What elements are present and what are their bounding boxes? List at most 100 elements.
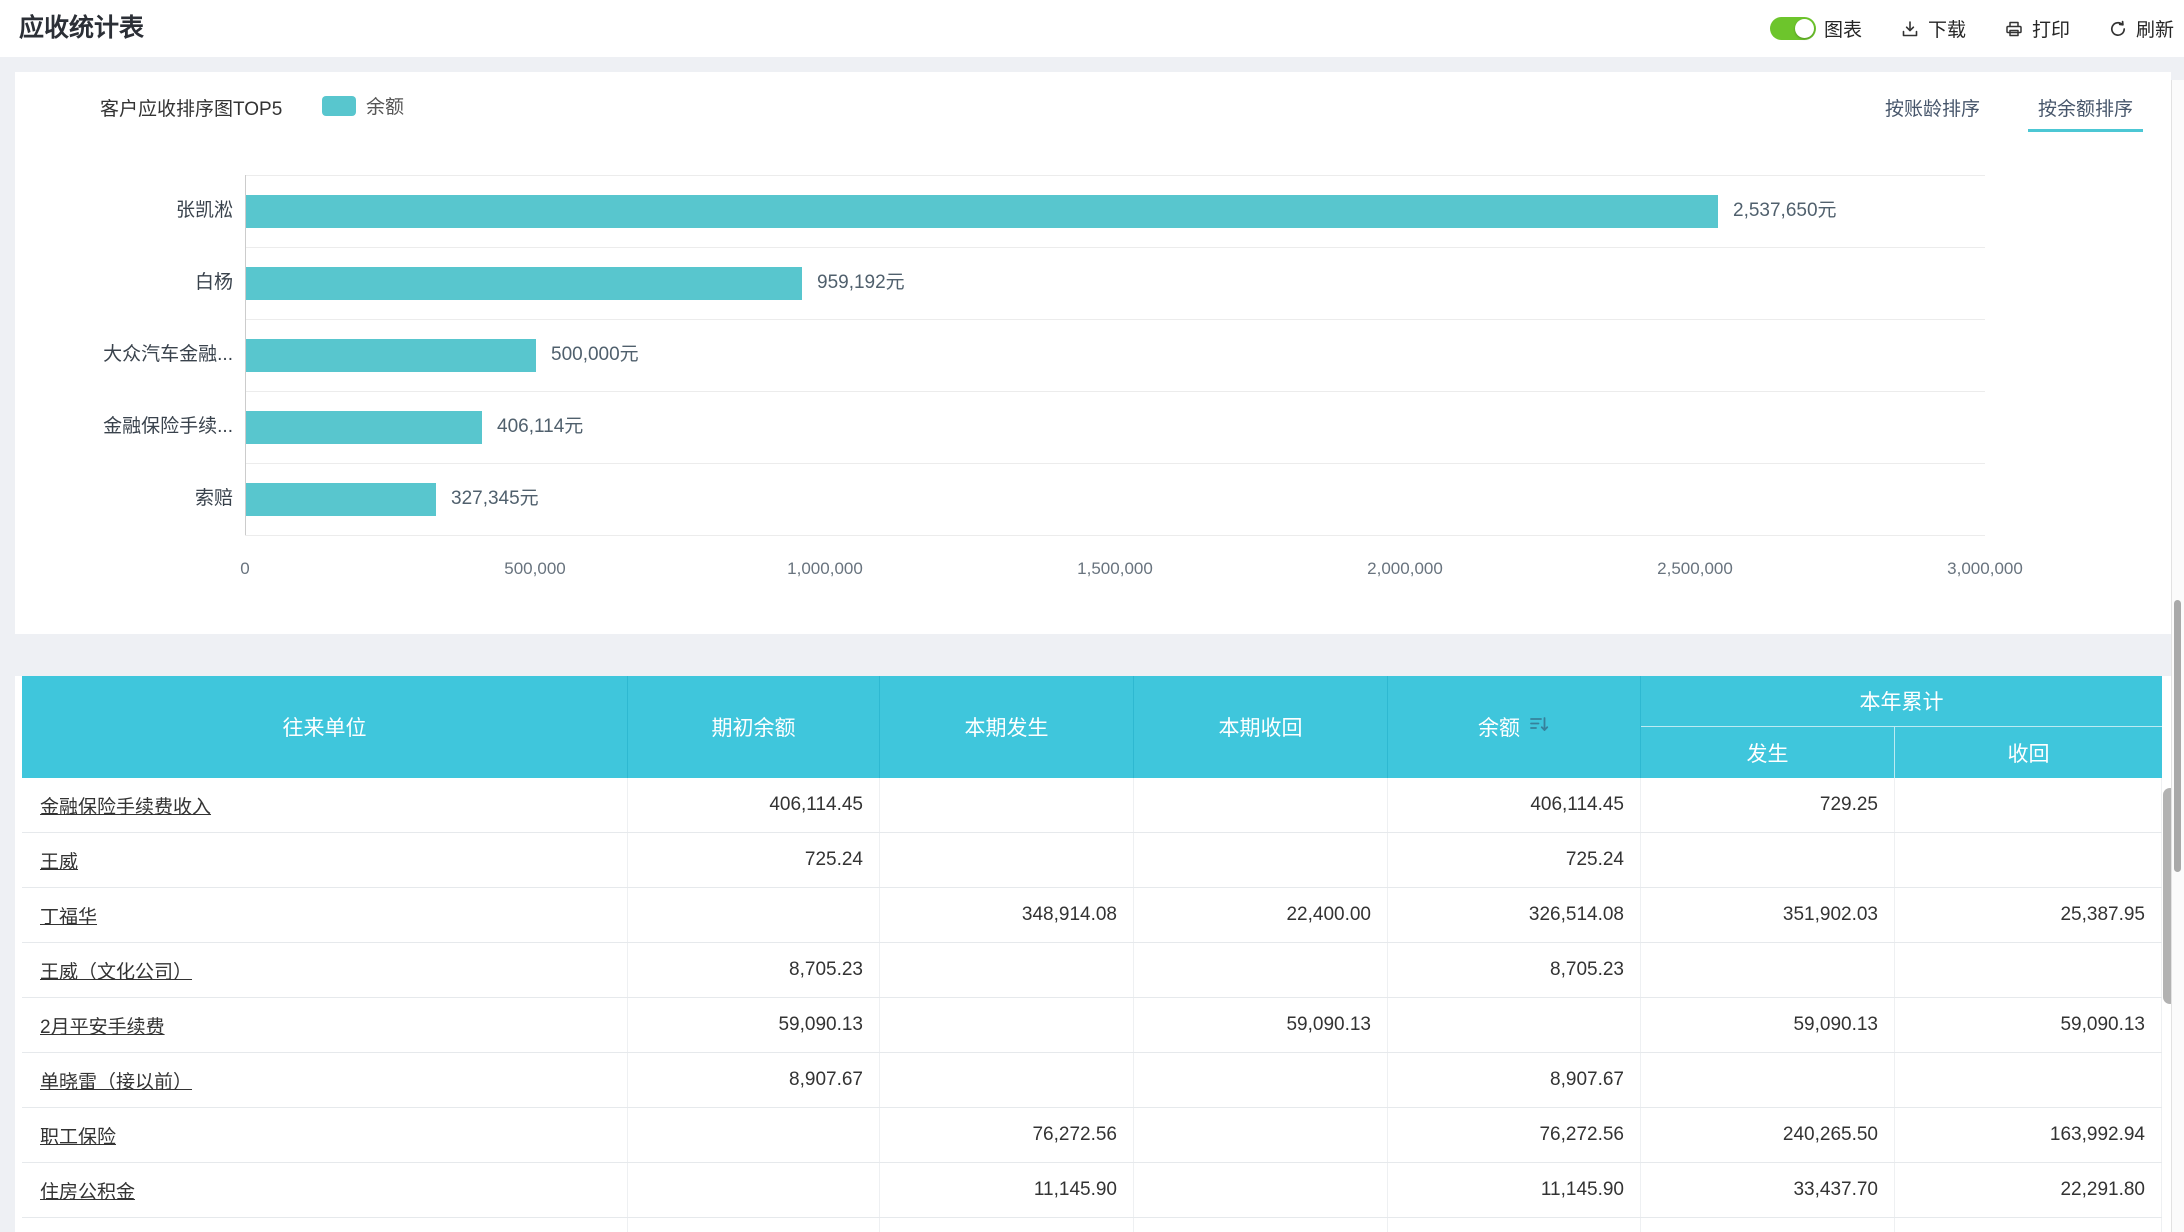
bar-chart-plot-area: 2,537,650元 959,192元 500,000元 406,114元 327,34… (245, 175, 1985, 536)
col-header-current-received: 本期收回 (1134, 676, 1388, 778)
company-link[interactable]: 住房公积金 (40, 1181, 136, 1203)
opening-cell: 8,705.23 (628, 943, 880, 997)
ytd_received-cell: 163,992.94 (1895, 1108, 2162, 1162)
grid-band-line (245, 535, 1985, 536)
received-cell (1134, 943, 1388, 997)
bar-3[interactable] (246, 338, 536, 372)
empty-cell (1134, 1218, 1388, 1232)
bar-chart-value-axis: 0 500,000 1,000,000 1,500,000 2,000,000 2,500… (240, 559, 2023, 583)
received-cell (1134, 1053, 1388, 1107)
x-axis-tick-label: 2,500,000 (1657, 559, 1733, 578)
balance-cell: 725.24 (1388, 833, 1641, 887)
received-cell (1134, 833, 1388, 887)
col-header-ytd-total: 本年累计 (1641, 676, 2162, 727)
chart-sort-tabs: 按账龄排序 按余额排序 (1875, 90, 2143, 132)
page-scrollbar-thumb[interactable] (2174, 600, 2181, 872)
download-label: 下载 (1927, 20, 1966, 41)
empty-cell (1388, 1218, 1641, 1232)
toolbar: 图表 下载 打印 刷新 (1769, 0, 2174, 57)
table-row-partial (22, 1218, 2162, 1232)
table-row: 王威（文化公司） 8,705.23 8,705.23 (22, 943, 2162, 998)
grid-band-line (245, 175, 1985, 176)
company-link[interactable]: 2月平安手续费 (40, 1016, 165, 1038)
col-header-opening-balance: 期初余额 (628, 676, 880, 778)
bar-2[interactable] (246, 266, 802, 300)
legend-swatch (322, 95, 356, 116)
balance-cell: 406,114.45 (1388, 778, 1641, 832)
incurred-cell (880, 1053, 1134, 1107)
x-axis-tick-label: 1,500,000 (1077, 559, 1153, 578)
opening-cell (628, 1108, 880, 1162)
incurred-cell (880, 998, 1134, 1052)
balance-cell: 8,907.67 (1388, 1053, 1641, 1107)
ytd_received-cell: 22,291.80 (1895, 1163, 2162, 1217)
received-cell: 59,090.13 (1134, 998, 1388, 1052)
company-name-cell: 丁福华 (22, 888, 628, 942)
chart-toggle[interactable]: 图表 (1769, 15, 1862, 42)
balance-cell: 326,514.08 (1388, 888, 1641, 942)
toggle-knob (1794, 19, 1814, 38)
ytd_incurred-cell: 240,265.50 (1641, 1108, 1895, 1162)
toggle-switch-on[interactable] (1769, 17, 1816, 40)
incurred-cell (880, 833, 1134, 887)
company-link[interactable]: 职工保险 (40, 1126, 117, 1148)
bar-4[interactable] (246, 410, 482, 444)
company-name-cell: 王威 (22, 833, 628, 887)
empty-cell (22, 1218, 628, 1232)
x-axis-tick-label: 1,000,000 (787, 559, 863, 578)
table-scrollbar-thumb[interactable] (2163, 788, 2171, 1004)
company-name-cell: 单晓雷（接以前） (22, 1053, 628, 1107)
sort-descending-icon[interactable] (1528, 713, 1550, 741)
empty-cell (880, 1218, 1134, 1232)
bar-value-label: 500,000元 (551, 344, 639, 365)
chart-legend[interactable]: 余额 (322, 92, 404, 119)
print-label: 打印 (2031, 20, 2070, 41)
grid-band-line (245, 391, 1985, 392)
company-name-cell: 职工保险 (22, 1108, 628, 1162)
receivables-chart-panel: 客户应收排序图TOP5 余额 按账龄排序 按余额排序 2,537,650元 959… (15, 72, 2171, 634)
company-link[interactable]: 王威（文化公司） (40, 961, 193, 983)
table-body: 金融保险手续费收入 406,114.45 406,114.45 729.25 王威 725… (22, 778, 2162, 1232)
ytd_incurred-cell (1641, 943, 1895, 997)
download-icon (1900, 19, 1920, 39)
print-button[interactable]: 打印 (2004, 15, 2070, 42)
company-link[interactable]: 丁福华 (40, 906, 98, 928)
bar-5[interactable] (246, 482, 436, 516)
opening-cell: 725.24 (628, 833, 880, 887)
company-link[interactable]: 王威 (40, 851, 79, 873)
grid-band-line (245, 319, 1985, 320)
tab-sort-by-balance[interactable]: 按余额排序 (2027, 90, 2143, 132)
company-link[interactable]: 金融保险手续费收入 (40, 796, 212, 818)
ytd_received-cell (1895, 833, 2162, 887)
opening-cell: 406,114.45 (628, 778, 880, 832)
ytd_incurred-cell (1641, 1053, 1895, 1107)
ytd_incurred-cell (1641, 833, 1895, 887)
category-label: 金融保险手续... (103, 416, 233, 437)
download-button[interactable]: 下载 (1900, 15, 1966, 42)
refresh-button[interactable]: 刷新 (2108, 15, 2174, 42)
company-name-cell: 金融保险手续费收入 (22, 778, 628, 832)
bar-1[interactable] (246, 194, 1718, 228)
col-header-ytd-received: 收回 (2007, 742, 2050, 766)
ytd_incurred-cell: 33,437.70 (1641, 1163, 1895, 1217)
bar-value-label: 327,345元 (451, 488, 539, 509)
table-row: 职工保险 76,272.56 76,272.56 240,265.50 163,992.… (22, 1108, 2162, 1163)
page-scrollbar[interactable] (2171, 80, 2184, 1232)
ytd_received-cell (1895, 943, 2162, 997)
ytd_received-cell (1895, 778, 2162, 832)
category-axis-line (245, 175, 246, 535)
empty-cell (1641, 1218, 1895, 1232)
balance-cell (1388, 998, 1641, 1052)
refresh-icon (2108, 19, 2128, 39)
col-group-ytd: 本年累计 发生 收回 (1641, 676, 2162, 778)
tab-sort-by-aging[interactable]: 按账龄排序 (1884, 99, 1980, 120)
incurred-cell (880, 943, 1134, 997)
refresh-label: 刷新 (2135, 20, 2174, 41)
col-header-balance-sortable[interactable]: 余额 (1388, 676, 1641, 778)
company-link[interactable]: 单晓雷（接以前） (40, 1071, 193, 1093)
ytd_received-cell: 25,387.95 (1895, 888, 2162, 942)
opening-cell (628, 888, 880, 942)
category-label: 大众汽车金融... (103, 344, 233, 365)
received-cell (1134, 1108, 1388, 1162)
opening-cell (628, 1163, 880, 1217)
